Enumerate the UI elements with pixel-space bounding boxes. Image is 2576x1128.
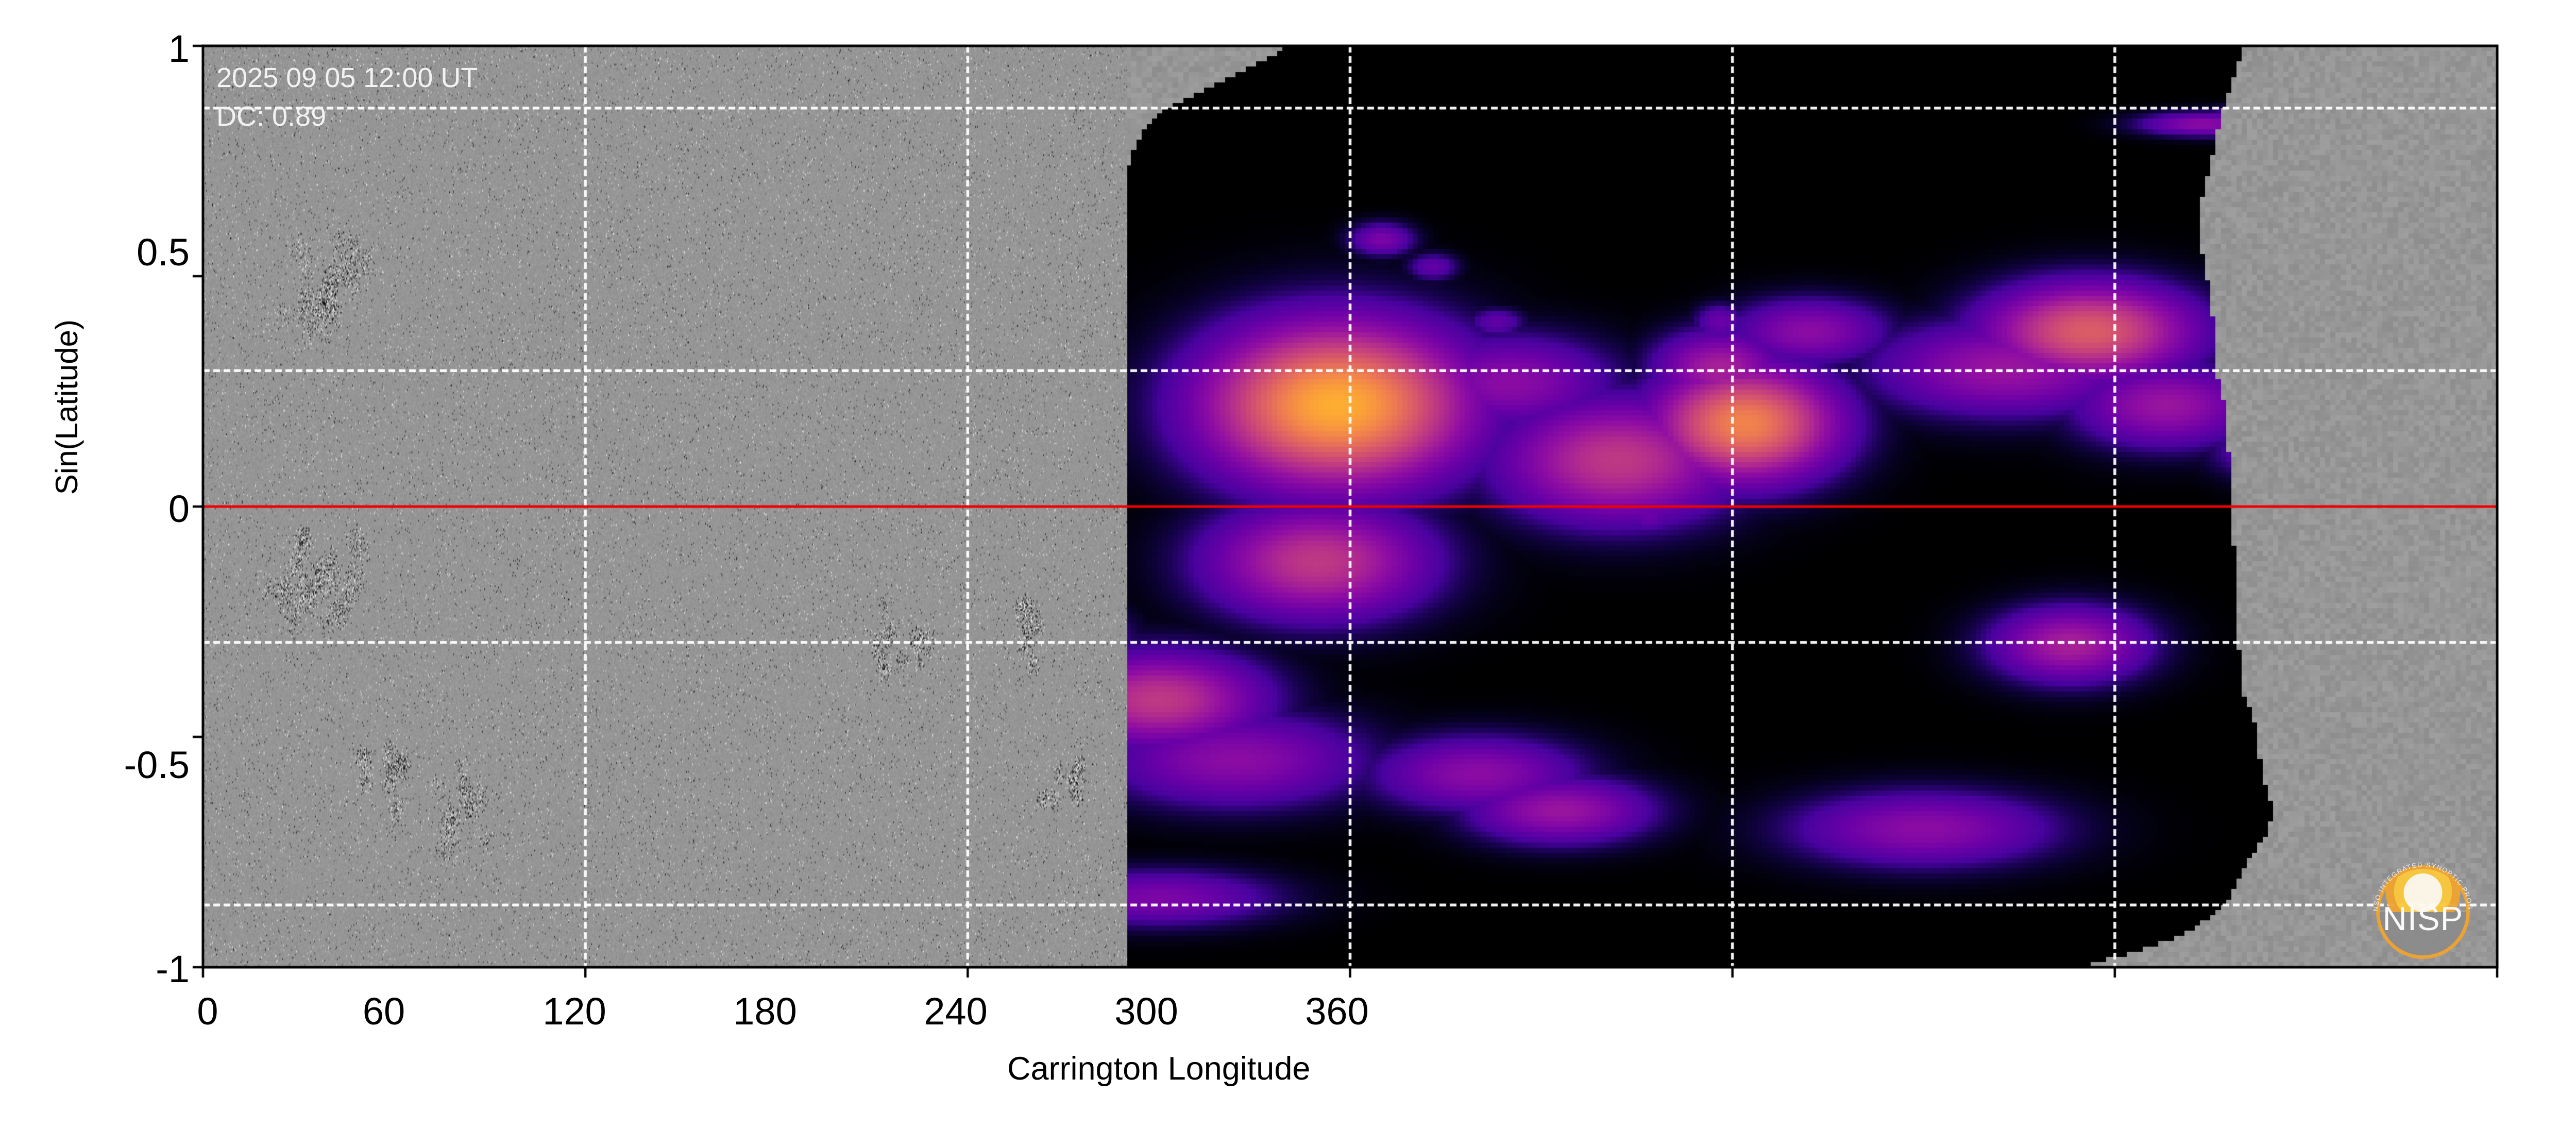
svg-text:NISP: NISP — [2383, 900, 2464, 937]
